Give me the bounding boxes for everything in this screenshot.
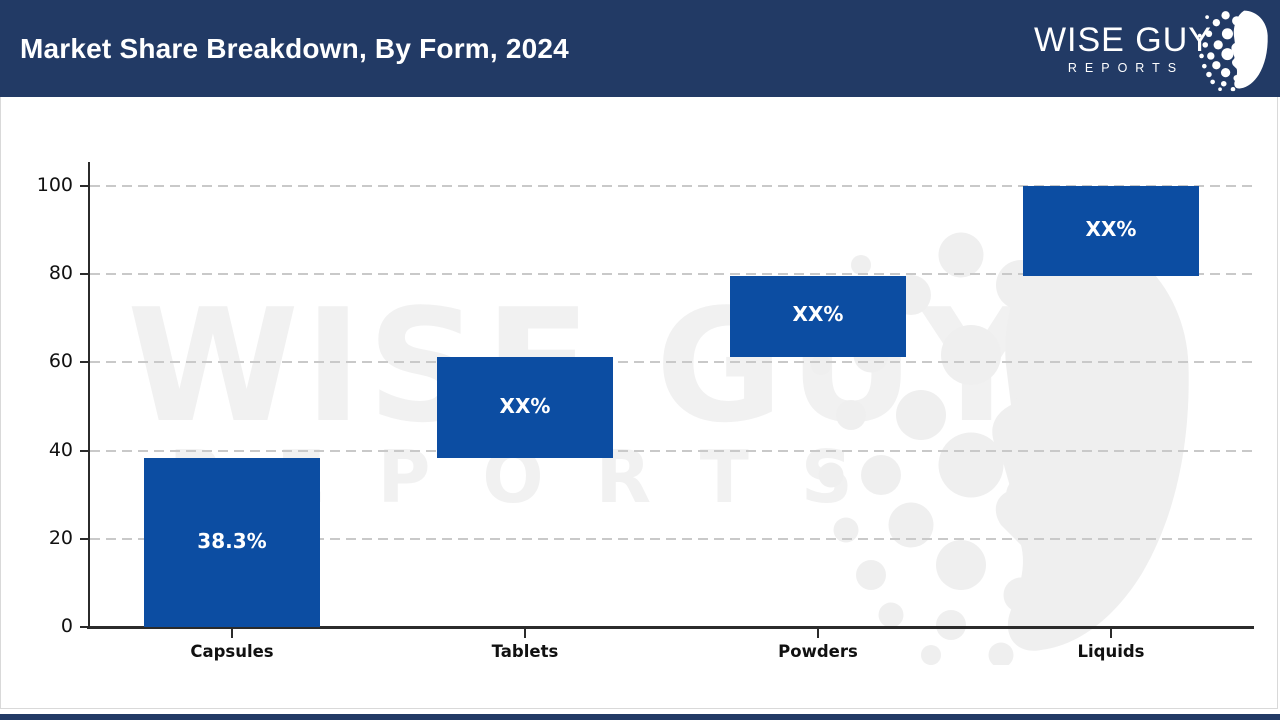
bar-liquids <box>1023 186 1199 276</box>
y-tick-80 <box>80 273 89 276</box>
y-tick-60 <box>80 361 89 364</box>
y-tick-label-0: 0 <box>60 615 73 637</box>
bar-value-label-liquids: XX% <box>1085 216 1137 241</box>
y-tick-label-20: 20 <box>48 526 73 549</box>
y-axis-line <box>88 162 90 629</box>
y-tick-label-60: 60 <box>48 350 73 373</box>
bar-powders <box>730 275 906 358</box>
wise-guy-logo: WISE GUY REPORTS <box>1034 4 1270 94</box>
y-tick-label-80: 80 <box>48 262 73 285</box>
x-tick-capsules <box>231 629 233 638</box>
category-label-tablets: Tablets <box>491 642 559 661</box>
header-bar: Market Share Breakdown, By Form, 2024 WI… <box>0 0 1280 97</box>
x-tick-liquids <box>1110 629 1112 638</box>
gridline-80 <box>90 273 1254 276</box>
logo-wordmark-block: WISE GUY REPORTS <box>1033 21 1212 75</box>
y-tick-label-40: 40 <box>48 438 73 461</box>
bar-capsules <box>144 458 320 627</box>
logo-wordmark: WISE GUY <box>1033 21 1212 60</box>
category-label-capsules: Capsules <box>190 642 274 661</box>
y-tick-label-100: 100 <box>36 174 73 196</box>
logo-subtext: REPORTS <box>1067 60 1185 75</box>
page-title: Market Share Breakdown, By Form, 2024 <box>20 32 569 64</box>
y-tick-20 <box>80 537 89 540</box>
bar-value-label-powders: XX% <box>792 302 844 327</box>
chart-card: WISE GUY REPORTS 0 20 40 60 80 100 38.3% Capsul… <box>0 97 1278 709</box>
footer-strip <box>0 714 1280 720</box>
y-tick-100 <box>80 185 89 187</box>
x-tick-powders <box>817 629 819 638</box>
gridline-60 <box>90 361 1254 364</box>
bar-value-label-capsules: 38.3% <box>197 528 267 553</box>
bar-tablets <box>437 357 613 459</box>
gridline-100 <box>90 185 1254 187</box>
x-tick-tablets <box>524 629 526 638</box>
waterfall-chart: 0 20 40 60 80 100 38.3% Capsules XX% Tablets XX% Po… <box>1 97 1279 709</box>
y-tick-0 <box>80 626 89 628</box>
x-axis-line <box>87 626 1254 629</box>
bar-value-label-tablets: XX% <box>499 393 551 418</box>
y-tick-40 <box>80 449 89 452</box>
category-label-liquids: Liquids <box>1077 642 1145 661</box>
category-label-powders: Powders <box>778 642 858 661</box>
gridline-40 <box>90 449 1254 452</box>
gridline-20 <box>90 537 1254 540</box>
